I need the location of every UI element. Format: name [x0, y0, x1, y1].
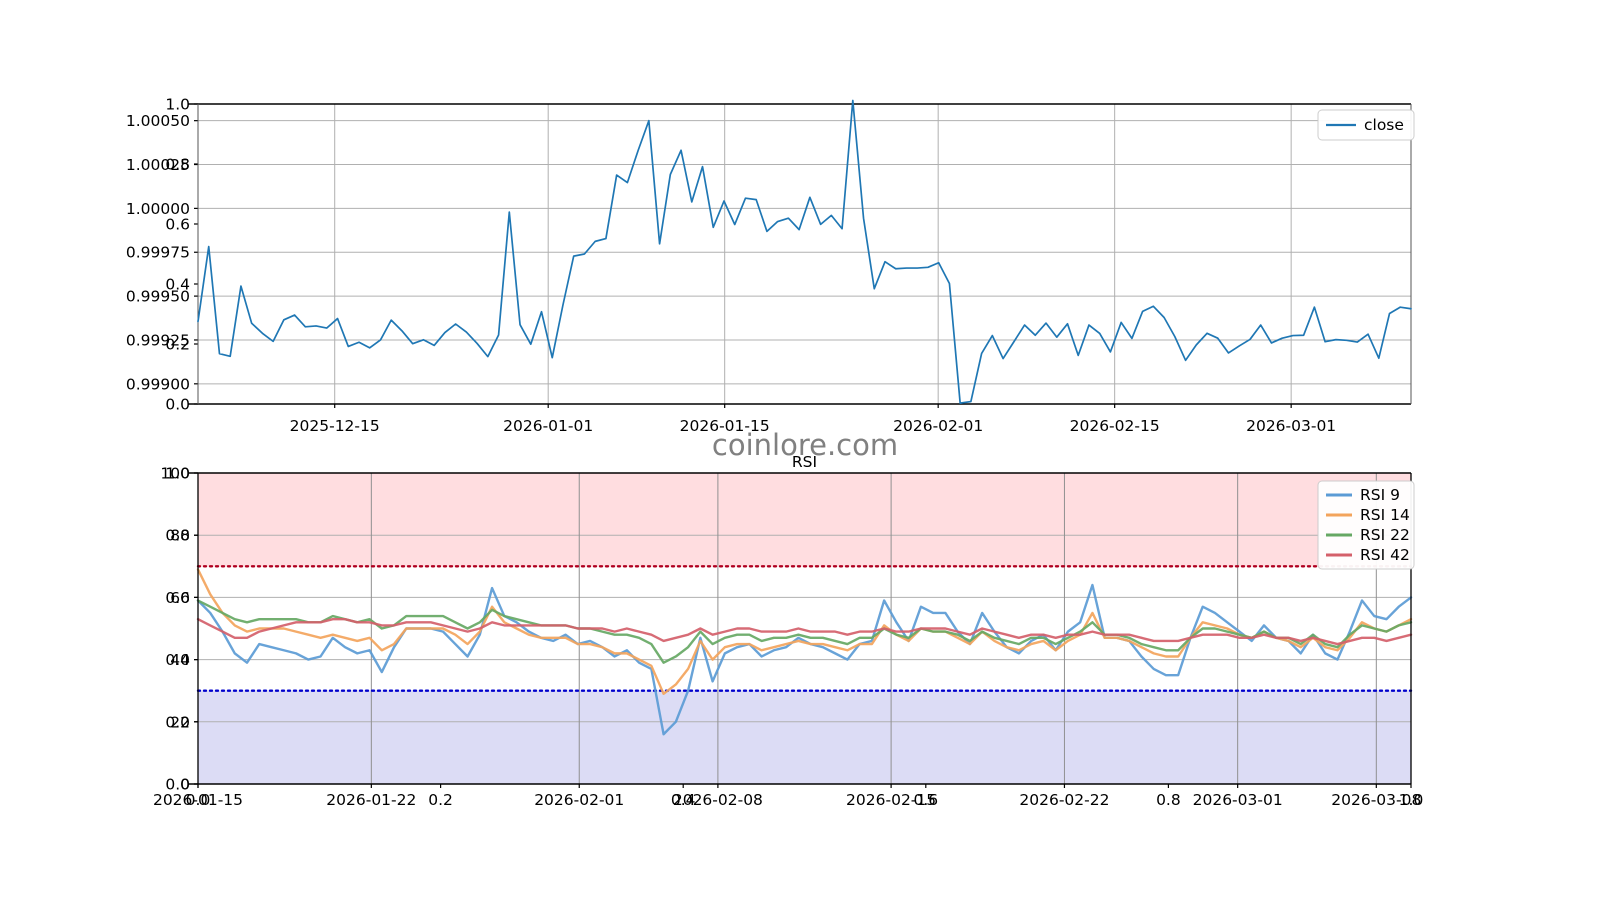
price-y-tick-label: 0.99950 [126, 288, 190, 306]
rsi-y-tick-label: 0 [180, 776, 190, 794]
price-x-tick-label: 2026-02-01 [893, 417, 983, 435]
price-x-tick-label: 2025-12-15 [290, 417, 380, 435]
rsi-overlay-x-tick-label: 0.6 [913, 791, 938, 809]
price-plot-background [198, 104, 1411, 404]
price-x-tick-label: 2026-03-01 [1246, 417, 1336, 435]
price-x-tick-label: 2026-01-01 [503, 417, 593, 435]
price-overlay-y-tick-label: 0.6 [165, 216, 190, 234]
rsi-overlay-y-tick-label: 0.4 [165, 651, 190, 669]
rsi-y-tick-label: 40 [170, 651, 190, 669]
rsi-x-tick-label: 2026-02-22 [1019, 791, 1109, 809]
rsi-legend-box [1317, 480, 1415, 570]
rsi-x-tick-label: 2026-03-08 [1331, 791, 1421, 809]
rsi-y-tick-label: 60 [170, 589, 190, 607]
rsi-overlay-x-tick-label: 0.0 [186, 791, 211, 809]
price-overlay-y-tick-label: 0.0 [165, 396, 190, 414]
rsi-overlay-x-tick-label: 1.0 [1399, 791, 1424, 809]
price-x-tick-label: 2026-01-15 [680, 417, 770, 435]
rsi-line-rsi-14 [196, 568, 1413, 696]
rsi-oversold-zone [198, 690, 1411, 784]
price-overlay-y-tick-label: 1.0 [165, 96, 190, 114]
price-y-tick-label: 1.00025 [126, 156, 190, 174]
price-y-tick-label: 0.99975 [126, 244, 190, 262]
rsi-overlay-x-tick-label: 0.4 [671, 791, 696, 809]
price-overlay-y-tick-label: 0.2 [165, 336, 190, 354]
rsi-y-tick-label: 20 [170, 713, 190, 731]
rsi-panel-title: RSI [792, 453, 817, 471]
rsi-overbought-zone [198, 473, 1411, 567]
rsi-overlay-y-tick-label: 0.8 [165, 527, 190, 545]
rsi-overlay-x-tick-label: 0.8 [1156, 791, 1181, 809]
price-close-line [197, 99, 1412, 404]
price-overlay-y-tick-label: 0.4 [165, 276, 190, 294]
rsi-overlay-y-tick-label: 1.0 [165, 465, 190, 483]
price-legend-label-close: close [1364, 116, 1404, 134]
rsi-x-tick-label: 2026-01-15 [153, 791, 243, 809]
rsi-x-tick-label: 2026-01-22 [326, 791, 416, 809]
rsi-x-tick-label: 2026-02-01 [534, 791, 624, 809]
price-y-tick-label: 0.99900 [126, 375, 190, 393]
rsi-x-tick-label: 2026-02-15 [846, 791, 936, 809]
rsi-legend-label-rsi-22: RSI 22 [1360, 526, 1410, 544]
price-x-tick-label: 2026-02-15 [1070, 417, 1160, 435]
rsi-x-tick-label: 2026-03-01 [1193, 791, 1283, 809]
price-y-tick-label: 1.00000 [126, 200, 190, 218]
price-legend-box [1317, 109, 1415, 141]
rsi-y-tick-label: 80 [170, 527, 190, 545]
rsi-overlay-x-tick-label: 0.2 [428, 791, 453, 809]
rsi-overlay-y-tick-label: 0.2 [165, 713, 190, 731]
rsi-overlay-y-tick-label: 0.6 [165, 589, 190, 607]
price-y-tick-label: 0.99925 [126, 331, 190, 349]
rsi-line-rsi-42 [196, 617, 1413, 646]
price-overlay-y-tick-label: 0.8 [165, 156, 190, 174]
rsi-x-tick-label: 2026-02-08 [673, 791, 763, 809]
price-y-tick-label: 1.00050 [126, 112, 190, 130]
rsi-y-tick-label: 100 [160, 465, 190, 483]
rsi-line-rsi-22 [196, 599, 1413, 664]
rsi-legend-label-rsi-42: RSI 42 [1360, 546, 1410, 564]
rsi-legend-label-rsi-9: RSI 9 [1360, 486, 1400, 504]
rsi-overlay-y-tick-label: 0.0 [165, 776, 190, 794]
coinlore-watermark: coinlore.com [712, 428, 898, 462]
rsi-legend-label-rsi-14: RSI 14 [1360, 506, 1410, 524]
